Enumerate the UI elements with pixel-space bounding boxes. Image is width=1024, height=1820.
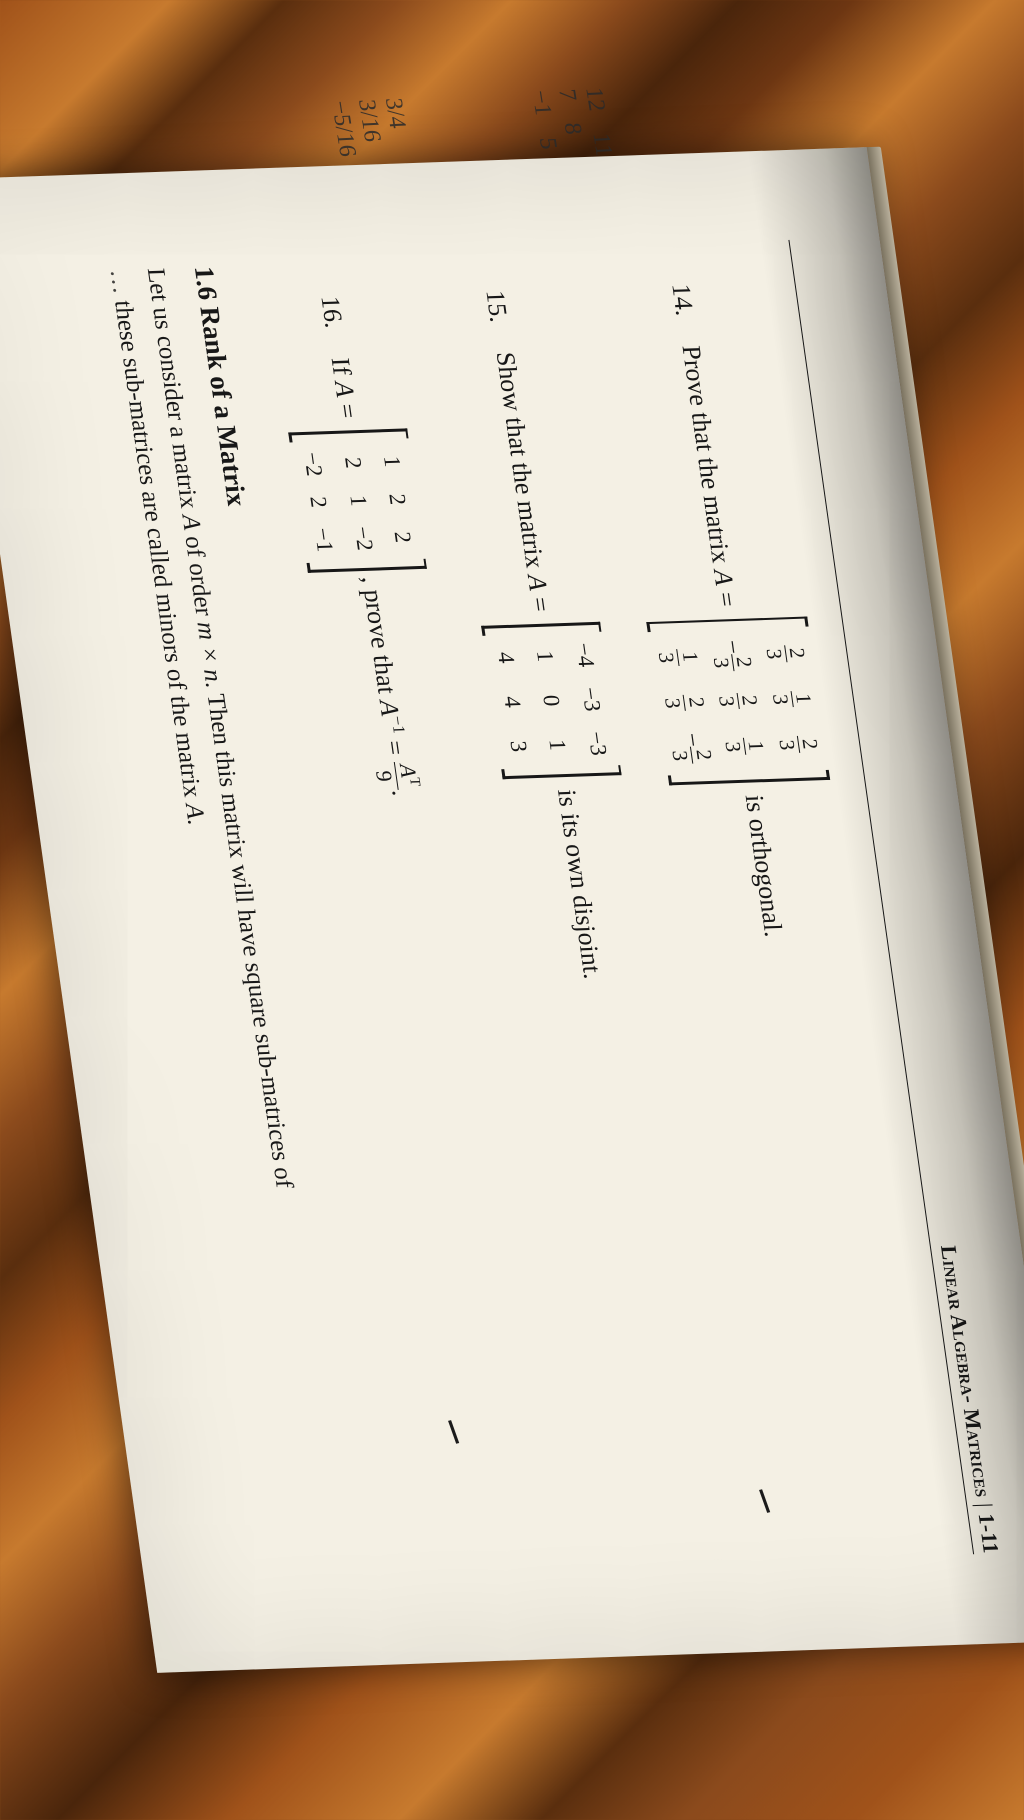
- header-sep: |: [971, 1497, 998, 1514]
- header-title: Linear Algebra- Matrices: [936, 1245, 996, 1498]
- matrix-body: −4−3−3 101 443: [483, 632, 621, 769]
- problem-number: 15.: [474, 290, 520, 335]
- gutter-fractions: 3/4 3/16 −5/16: [325, 97, 426, 231]
- fraction-AT-over-9: AT9: [371, 761, 423, 791]
- matrix-p14: 23 13 23 −23 23 13 13 23 −23: [646, 616, 830, 785]
- matrix-body: 23 13 23 −23 23 13 13 23 −23: [648, 626, 829, 775]
- matrix-p15: −4−3−3 101 443: [481, 622, 621, 779]
- problem-number: 14.: [660, 283, 706, 328]
- textbook-page: Linear Algebra- Matrices | 1-11 14. Prov…: [0, 147, 1024, 1673]
- problem-text: Show that the matrix A = −4−3−3 101 443 …: [443, 350, 650, 982]
- header-page-number: 1-11: [973, 1513, 1004, 1554]
- gutter-matrix-1: 1211 78 −15: [525, 87, 626, 221]
- matrix-body: 122 21−2 −22−1: [290, 439, 426, 563]
- problem-text: If A = 122 21−2 −22−1 , prove that A−1 =…: [278, 356, 458, 799]
- page-container: Linear Algebra- Matrices | 1-11 14. Prov…: [0, 147, 1024, 1673]
- problem-number: 16.: [309, 295, 355, 340]
- facing-page-fragments: 1211 78 −15 3/4 3/16 −5/16: [205, 87, 626, 237]
- matrix-p16: 122 21−2 −22−1: [289, 429, 428, 573]
